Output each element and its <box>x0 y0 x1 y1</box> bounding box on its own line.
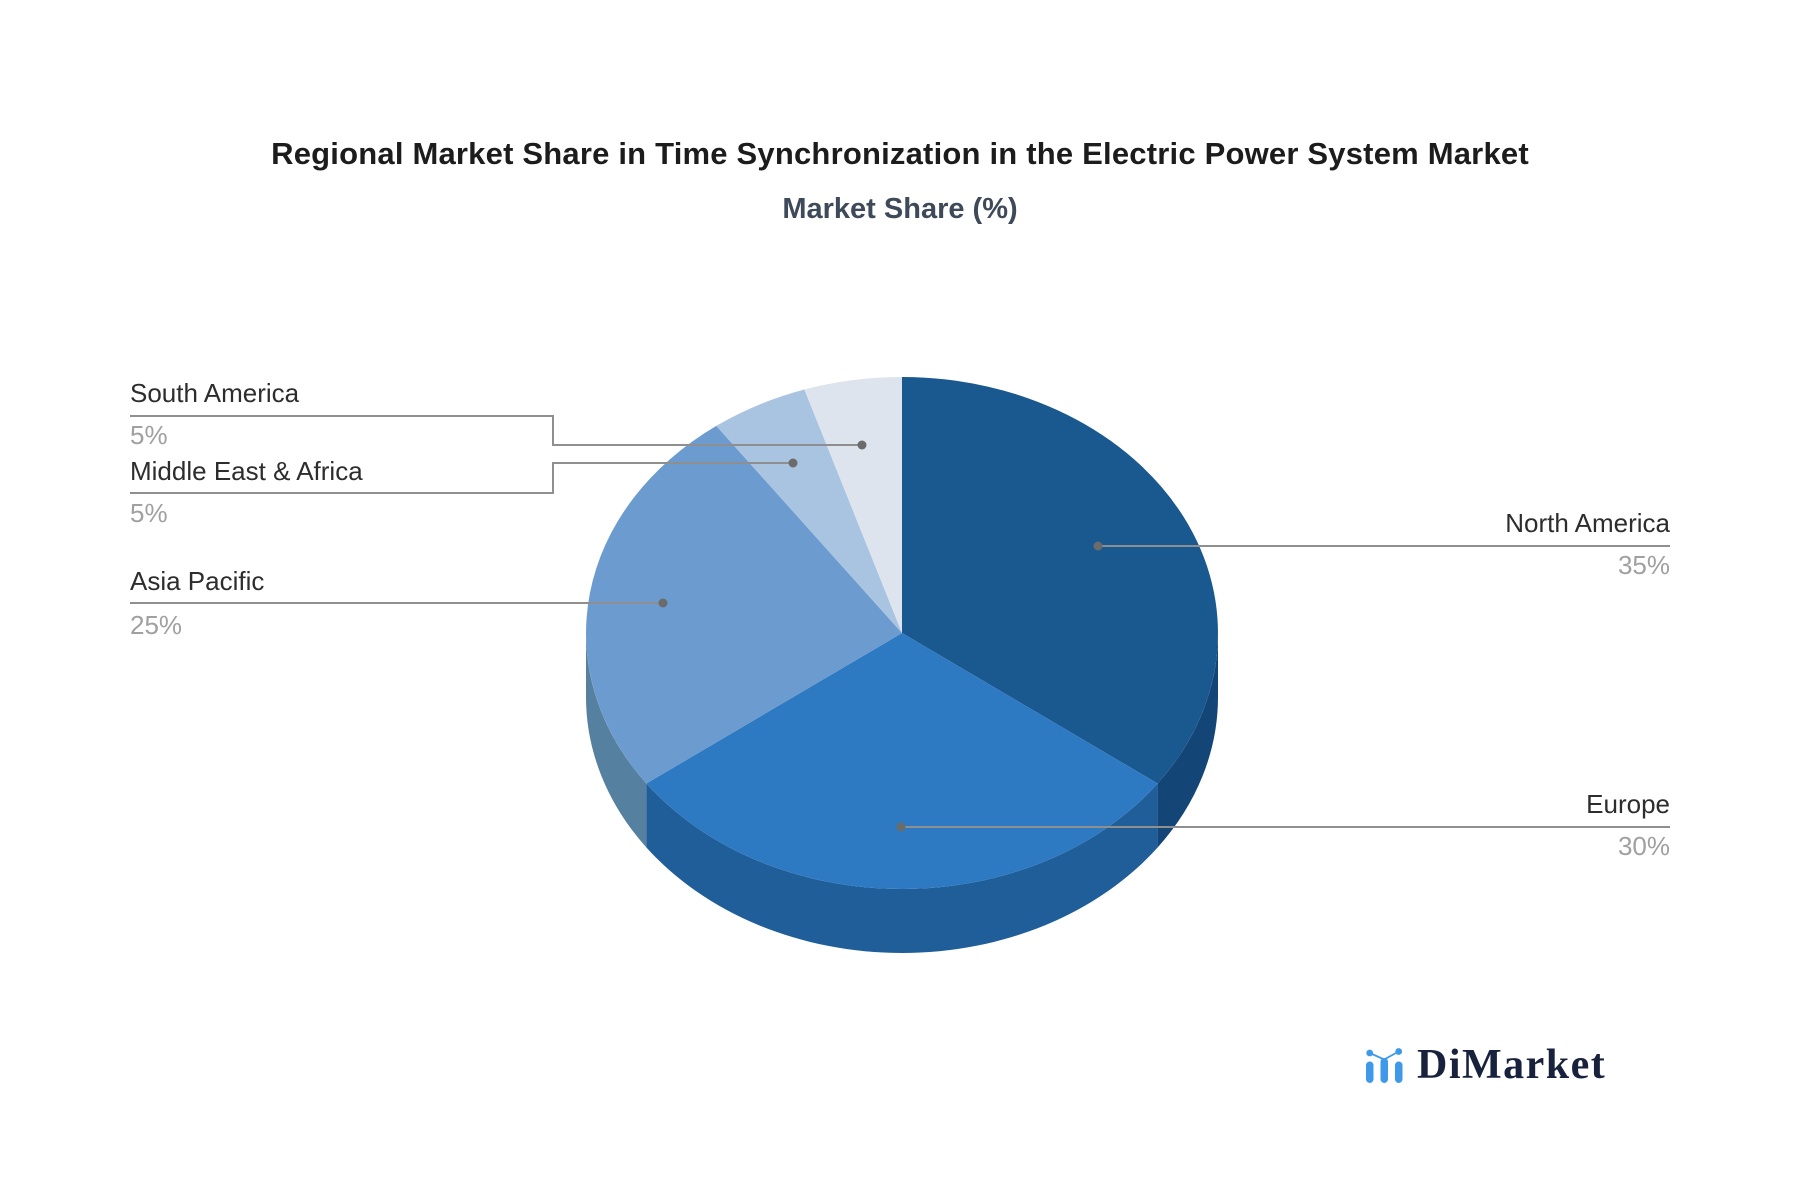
dimarket-logo: DiMarket <box>1364 1042 1607 1088</box>
leader-dot <box>1093 541 1103 551</box>
leader-dot <box>658 598 668 608</box>
logo-text: DiMarket <box>1417 1042 1607 1088</box>
slice-label: South America <box>130 378 300 408</box>
slice-label: Middle East & Africa <box>130 456 363 486</box>
bar-line-chart-icon <box>1366 1047 1403 1083</box>
pie-slice-side <box>1157 633 1218 848</box>
leader-line <box>130 415 862 446</box>
slice-value: 35% <box>1617 550 1670 580</box>
pie-slice-side <box>586 633 647 848</box>
pie-slice[interactable] <box>804 377 902 633</box>
slice-label: Asia Pacific <box>130 566 265 596</box>
pie-slice[interactable] <box>902 377 1218 784</box>
slice-value: 25% <box>130 610 183 640</box>
slice-value: 5% <box>130 498 168 528</box>
chart-title: Regional Market Share in Time Synchroniz… <box>271 136 1529 171</box>
slice-value: 30% <box>1617 831 1670 861</box>
slice-label: North America <box>1505 508 1670 538</box>
pie-slice-side <box>646 783 1158 953</box>
leader-line <box>130 462 793 494</box>
leader-dot <box>896 822 906 832</box>
chart-subtitle: Market Share (%) <box>782 193 1018 225</box>
pie-slice[interactable] <box>716 389 902 634</box>
slice-value: 5% <box>130 420 168 450</box>
leader-dot <box>857 440 867 450</box>
pie-slice[interactable] <box>646 633 1158 889</box>
slice-label: Europe <box>1586 789 1670 819</box>
leader-dot <box>788 458 798 468</box>
pie-slice[interactable] <box>586 425 902 784</box>
